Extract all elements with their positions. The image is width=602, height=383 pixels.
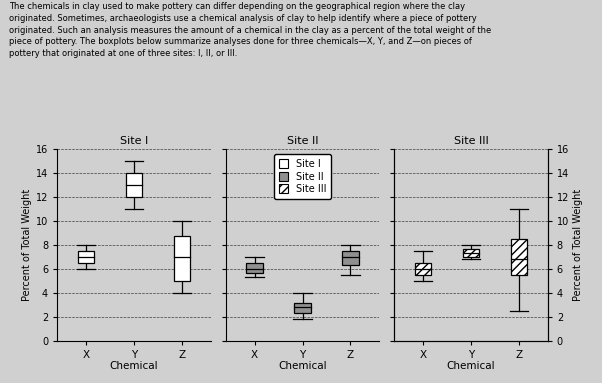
Title: Site II: Site II	[287, 136, 318, 146]
Title: Site III: Site III	[454, 136, 488, 146]
Bar	[78, 251, 95, 263]
Bar	[173, 236, 190, 281]
Legend: Site I, Site II, Site III: Site I, Site II, Site III	[274, 154, 331, 199]
X-axis label: Chemical: Chemical	[278, 361, 327, 371]
Bar	[415, 263, 432, 275]
Text: The chemicals in clay used to make pottery can differ depending on the geographi: The chemicals in clay used to make potte…	[9, 2, 491, 58]
Bar	[463, 249, 479, 257]
Bar	[510, 239, 527, 275]
Y-axis label: Percent of Total Weight: Percent of Total Weight	[22, 189, 32, 301]
Bar	[294, 303, 311, 313]
X-axis label: Chemical: Chemical	[110, 361, 158, 371]
Bar	[342, 251, 359, 265]
Bar	[246, 263, 263, 273]
Bar	[126, 173, 142, 197]
Y-axis label: Percent of Total Weight: Percent of Total Weight	[573, 189, 583, 301]
Title: Site I: Site I	[120, 136, 148, 146]
X-axis label: Chemical: Chemical	[447, 361, 495, 371]
